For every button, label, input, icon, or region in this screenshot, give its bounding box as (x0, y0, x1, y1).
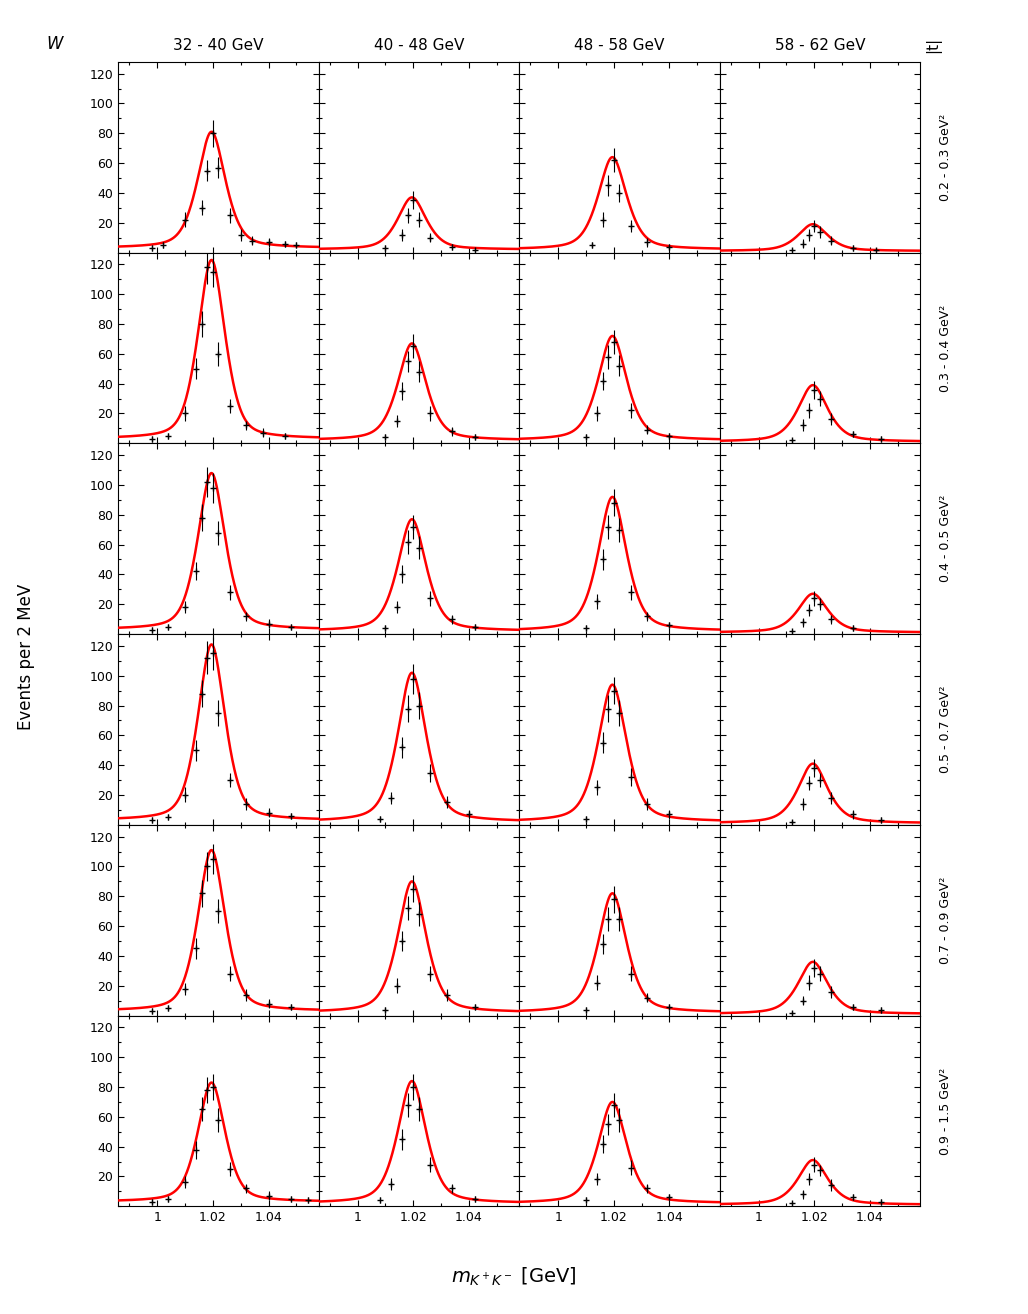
Text: $m_{K^+K^-}$ [GeV]: $m_{K^+K^-}$ [GeV] (451, 1265, 577, 1288)
Text: 0.4 - 0.5 GeV²: 0.4 - 0.5 GeV² (940, 495, 952, 582)
Text: 40 - 48 GeV: 40 - 48 GeV (374, 38, 464, 53)
Text: 0.9 - 1.5 GeV²: 0.9 - 1.5 GeV² (940, 1067, 952, 1155)
Text: |t|: |t| (925, 37, 942, 53)
Text: 32 - 40 GeV: 32 - 40 GeV (173, 38, 264, 53)
Text: 58 - 62 GeV: 58 - 62 GeV (774, 38, 866, 53)
Text: 0.3 - 0.4 GeV²: 0.3 - 0.4 GeV² (940, 305, 952, 392)
Text: 0.7 - 0.9 GeV²: 0.7 - 0.9 GeV² (940, 876, 952, 963)
Text: 0.5 - 0.7 GeV²: 0.5 - 0.7 GeV² (940, 686, 952, 773)
Text: Events per 2 MeV: Events per 2 MeV (16, 583, 35, 731)
Text: 48 - 58 GeV: 48 - 58 GeV (575, 38, 664, 53)
Text: 0.2 - 0.3 GeV²: 0.2 - 0.3 GeV² (940, 113, 952, 201)
Text: W: W (46, 34, 63, 53)
